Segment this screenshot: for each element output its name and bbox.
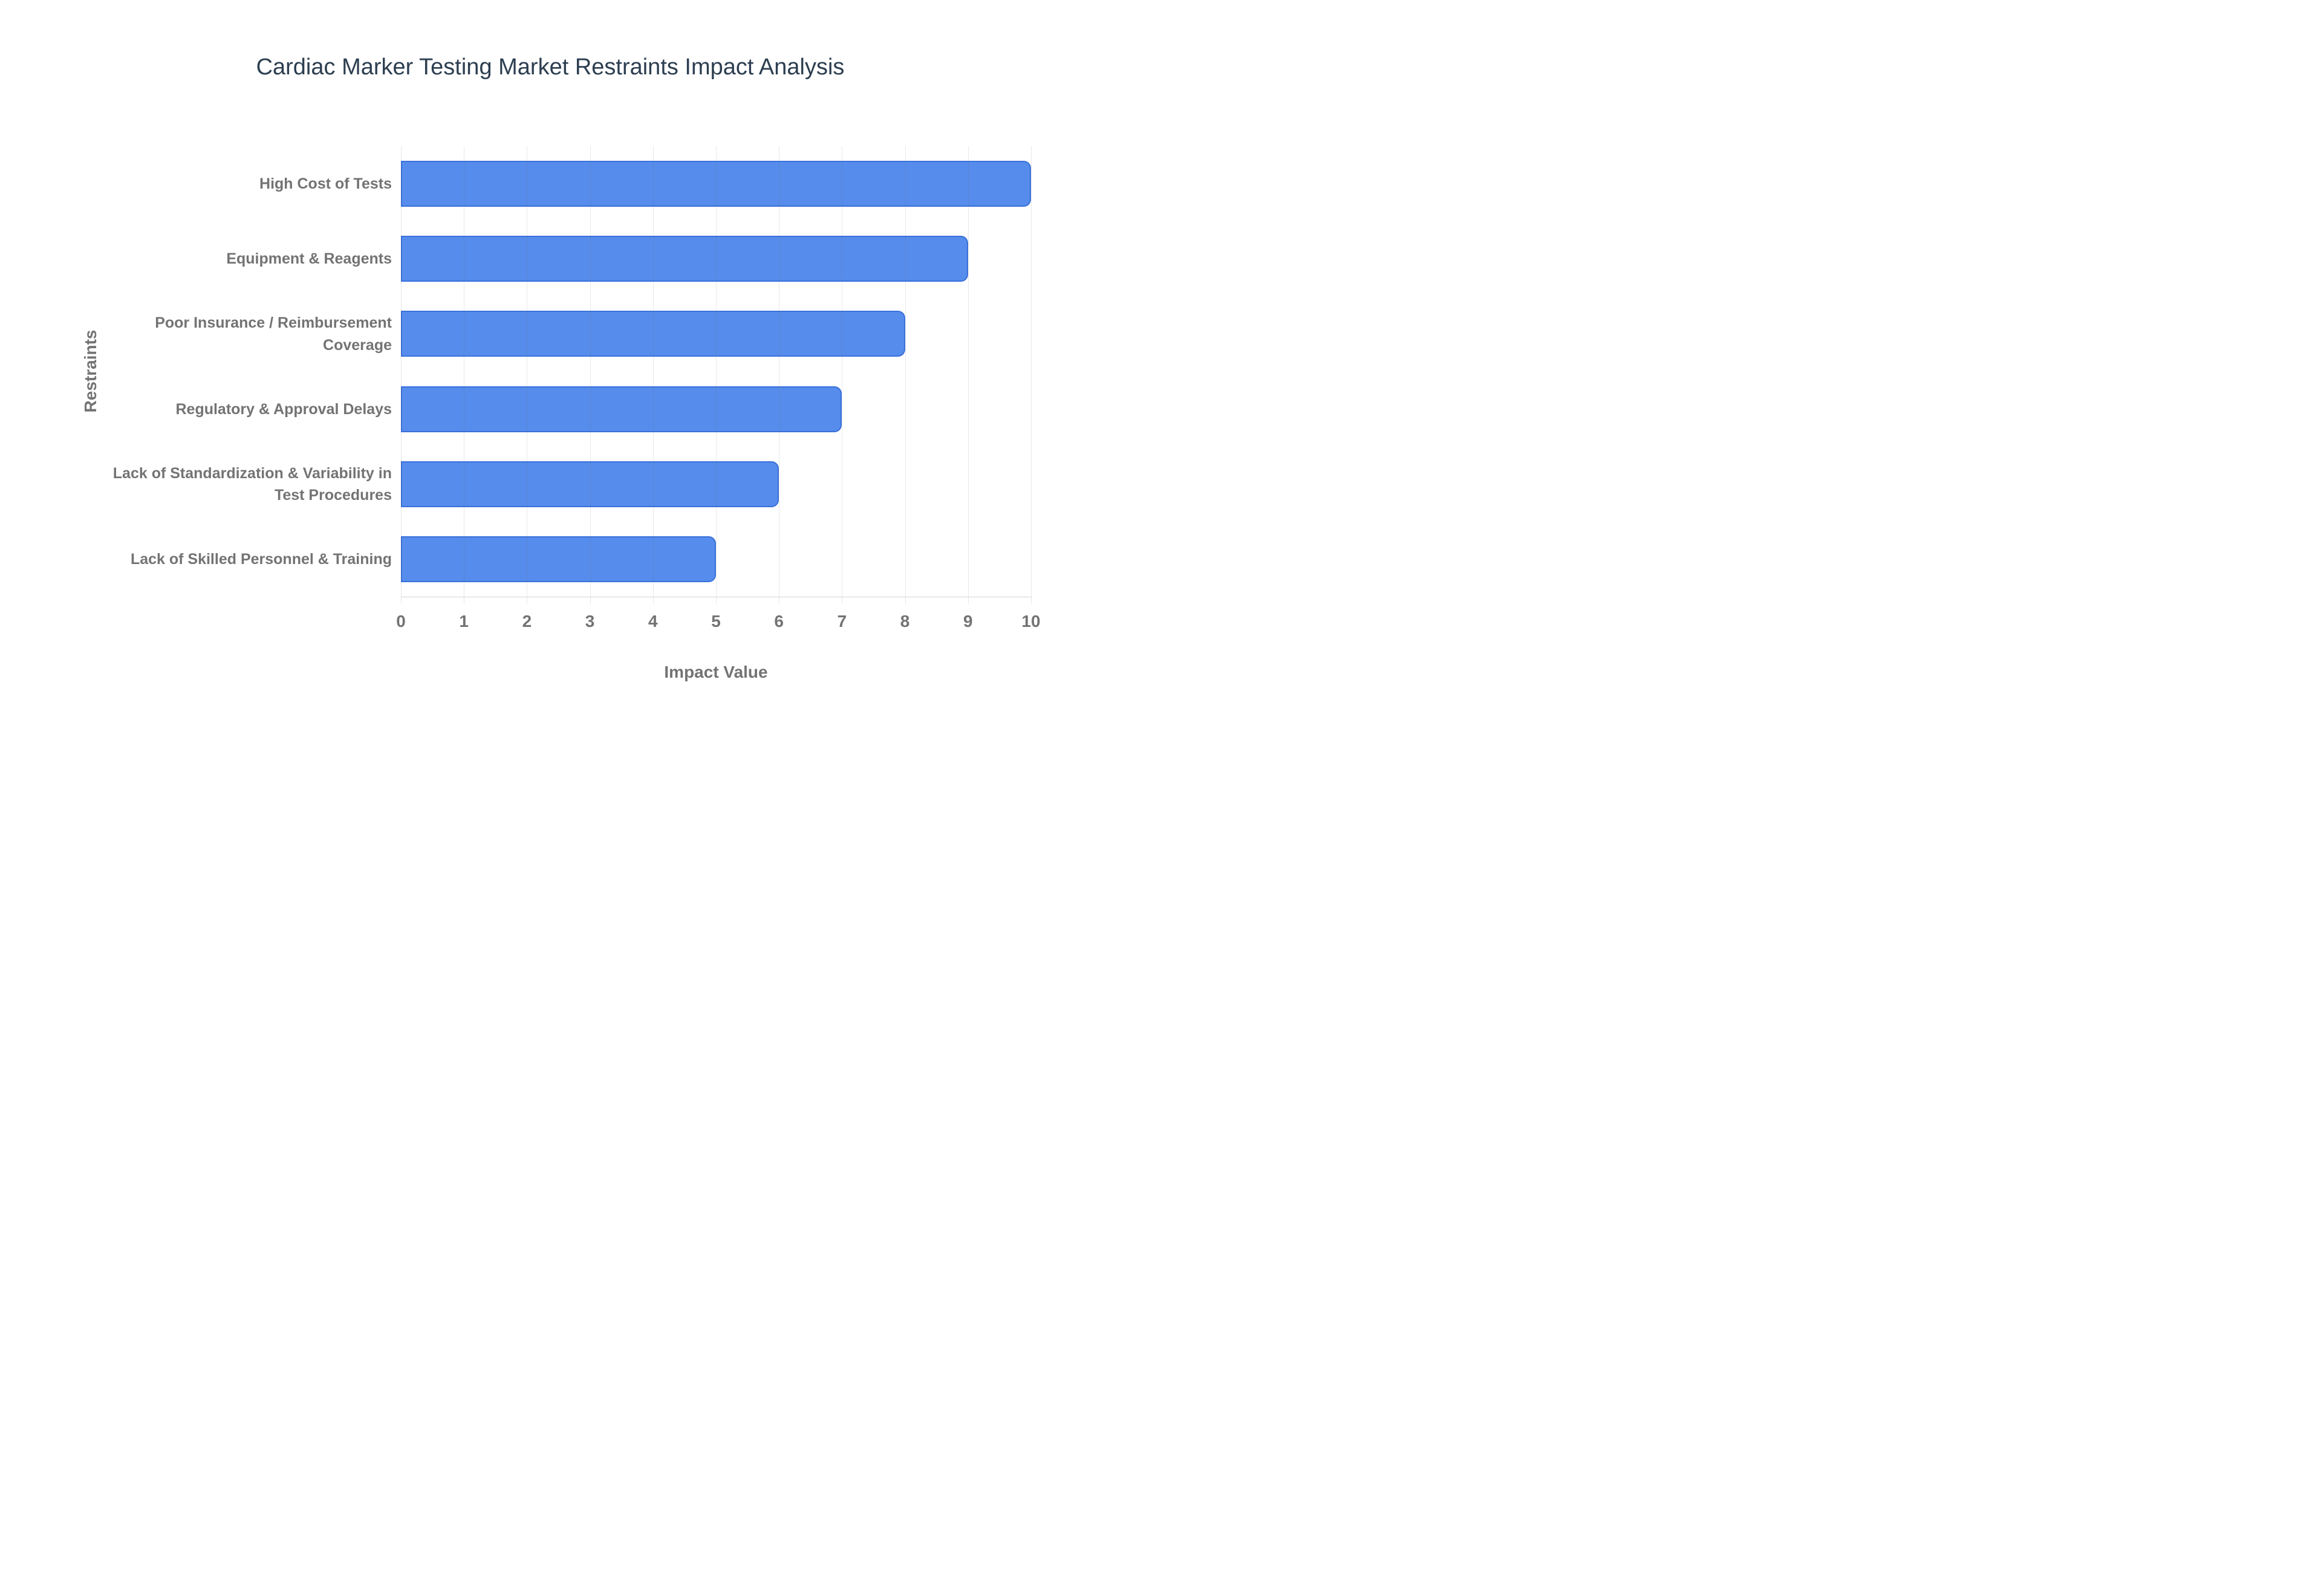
bar (401, 236, 968, 282)
gridline (716, 146, 717, 604)
bar-chart: Cardiac Marker Testing Market Restraints… (0, 0, 1161, 798)
gridline (590, 146, 591, 604)
y-axis-category-label: High Cost of Tests (259, 175, 392, 192)
y-axis-category-label: Regulatory & Approval Delays (175, 400, 392, 418)
gridline (968, 146, 969, 604)
x-axis-tick-label: 3 (585, 612, 595, 631)
x-axis-tick-label: 9 (963, 612, 973, 631)
y-axis-category-label: Lack of Standardization & Variability in… (112, 464, 392, 504)
gridline (905, 146, 906, 604)
bar (401, 461, 779, 507)
chart-title: Cardiac Marker Testing Market Restraints… (256, 54, 845, 80)
x-axis-tick-label: 0 (396, 612, 406, 631)
y-axis-title: Restraints (81, 329, 100, 413)
x-axis-tick-label: 4 (648, 612, 658, 631)
x-axis-tick-label: 1 (459, 612, 469, 631)
y-axis-category-label: Poor Insurance / Reimbursement Coverage (155, 314, 392, 354)
x-axis-tick-label: 5 (711, 612, 721, 631)
gridline (652, 146, 654, 604)
plot-area (401, 146, 1032, 604)
x-axis-tick-label: 7 (837, 612, 847, 631)
y-axis-category-label: Lack of Skilled Personnel & Training (130, 550, 392, 568)
x-axis-tick-label: 8 (900, 612, 910, 631)
y-axis-category-label: Equipment & Reagents (226, 250, 392, 268)
x-axis-tick-label: 2 (522, 612, 532, 631)
x-axis-tick-label: 10 (1021, 612, 1041, 631)
gridline (401, 146, 402, 604)
bar (401, 386, 842, 432)
bar (401, 311, 905, 357)
x-axis-title: Impact Value (664, 663, 768, 681)
gridline (1031, 146, 1032, 604)
bar (401, 536, 716, 582)
bar (401, 161, 1031, 207)
x-axis-tick-label: 6 (774, 612, 784, 631)
